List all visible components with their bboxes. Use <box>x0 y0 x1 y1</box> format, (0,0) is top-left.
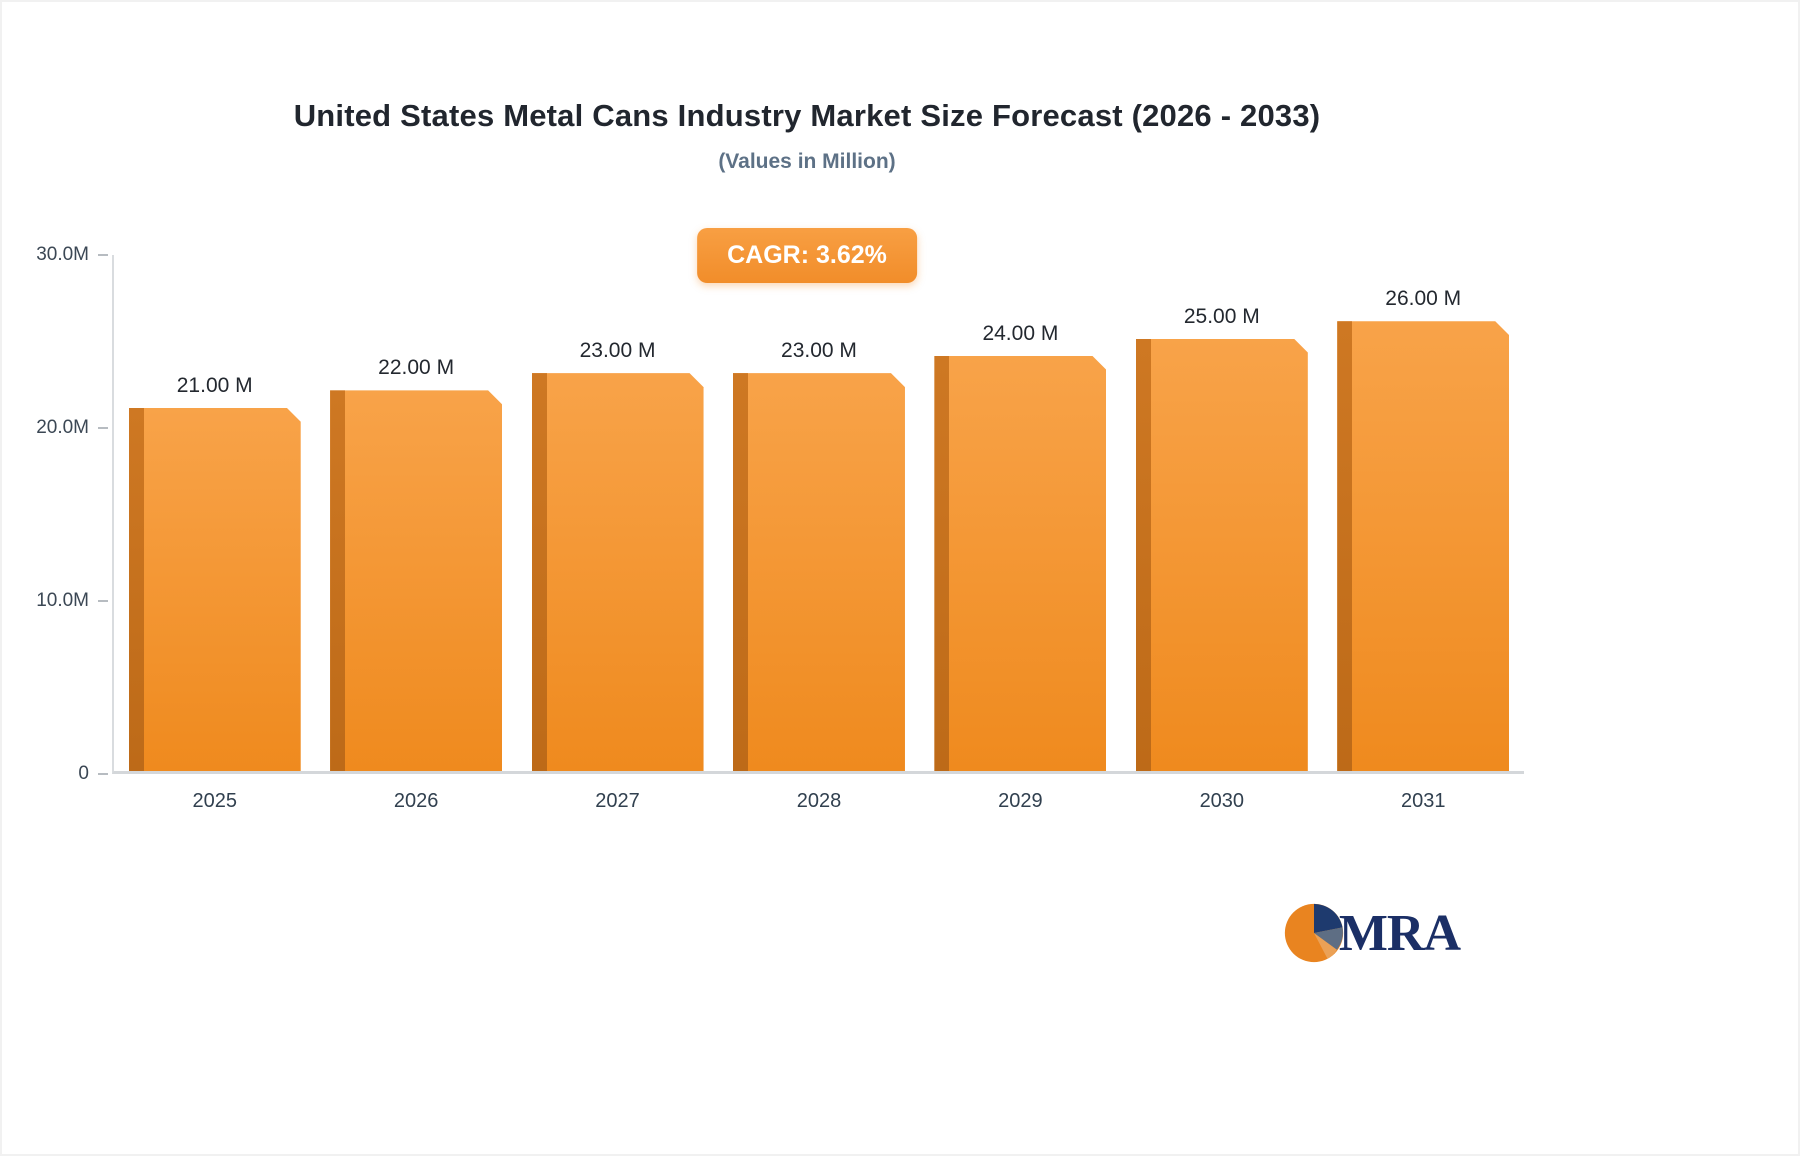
x-axis-label: 2030 <box>1199 790 1245 812</box>
y-axis: 30.0M 20.0M 10.0M 0 <box>4 244 112 784</box>
bar-2030[interactable] <box>1136 339 1308 772</box>
bar-value-label: 22.00 M <box>378 356 455 380</box>
bar-value-label: 23.00 M <box>579 339 656 363</box>
y-tick: 30.0M <box>4 244 112 266</box>
x-axis-label: 2031 <box>1400 790 1446 812</box>
bar-group: 25.00 M 2030 <box>1121 255 1322 812</box>
y-tick: 0 <box>4 763 112 785</box>
mra-logo: MRA <box>1283 902 1461 964</box>
y-tick-label: 0 <box>78 763 89 784</box>
y-tick: 20.0M <box>4 417 112 439</box>
bar-2025[interactable] <box>129 408 301 771</box>
y-tick-mark <box>98 600 108 602</box>
x-axis-label: 2025 <box>192 790 237 812</box>
cagr-badge: CAGR: 3.62% <box>697 228 917 283</box>
bar-group: 21.00 M 2025 <box>114 255 315 812</box>
x-axis-label: 2029 <box>998 790 1043 812</box>
bar-2029[interactable] <box>934 356 1106 771</box>
mra-logo-text: MRA <box>1338 904 1461 962</box>
mra-logo-icon <box>1284 903 1343 963</box>
bars-layer: 21.00 M 2025 22.00 M 2026 23.00 M 2027 23.00 M… <box>114 255 1524 812</box>
plot-area: 30.0M 20.0M 10.0M 0 21.00 M 2025 22.00 M 2026 2… <box>36 244 1524 812</box>
y-tick-label: 30.0M <box>36 244 89 265</box>
y-tick-mark <box>98 773 108 775</box>
bar-value-label: 24.00 M <box>982 321 1059 345</box>
bar-value-label: 26.00 M <box>1385 287 1462 311</box>
bar-group: 23.00 M 2027 <box>517 255 718 812</box>
bar-value-label: 25.00 M <box>1183 304 1260 328</box>
bar-group: 26.00 M 2031 <box>1323 255 1524 812</box>
y-tick-mark <box>98 427 108 429</box>
y-tick-mark <box>98 254 108 256</box>
bar-group: 22.00 M 2026 <box>315 255 516 812</box>
y-tick: 10.0M <box>4 590 112 612</box>
bar-group: 24.00 M 2029 <box>920 255 1121 812</box>
chart-subtitle: (Values in Million) <box>718 150 896 173</box>
bar-2028[interactable] <box>733 373 905 771</box>
chart-content: United States Metal Cans Industry Market… <box>2 2 1612 1154</box>
bar-value-label: 23.00 M <box>781 339 857 363</box>
x-axis-label: 2027 <box>595 790 640 812</box>
y-tick-label: 20.0M <box>36 417 89 438</box>
bar-2026[interactable] <box>330 390 502 771</box>
bar-group: 23.00 M 2028 <box>718 255 919 812</box>
x-axis-label: 2026 <box>393 790 439 812</box>
x-axis-label: 2028 <box>796 790 842 812</box>
bar-value-label: 21.00 M <box>176 373 253 397</box>
chart-title: United States Metal Cans Industry Market… <box>293 98 1321 133</box>
bar-2031[interactable] <box>1337 321 1509 771</box>
bar-2027[interactable] <box>532 373 704 771</box>
y-tick-label: 10.0M <box>36 590 89 611</box>
